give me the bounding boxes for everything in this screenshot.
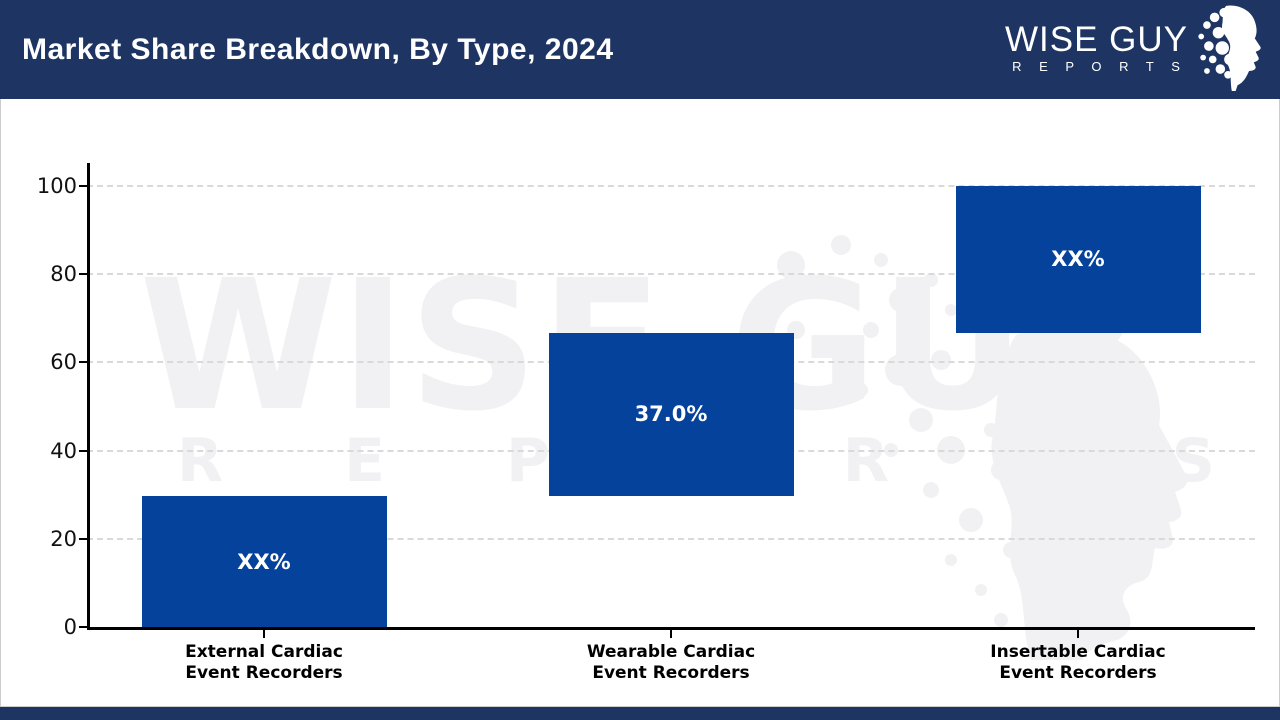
y-tick-label: 0 [63,615,77,639]
bar-value-label: XX% [237,549,291,574]
x-category-label-line: Wearable Cardiac [586,642,756,662]
y-axis-tick [79,361,87,364]
y-axis-line [87,163,90,630]
bar: 37.0% [548,332,794,496]
x-category-label-line: Insertable Cardiac [990,642,1166,662]
bar-value-label: 37.0% [634,402,708,427]
y-tick-label: 100 [36,174,77,198]
gridline [87,273,1255,276]
x-axis-tick [670,630,672,638]
x-category-label: External Cardiac Event Recorders [104,642,424,684]
x-category-label-line: External Cardiac [185,642,343,662]
chart-canvas: WISE GUY R E P O R T S 020406080100XX%Ex… [0,99,1280,707]
y-tick-label: 60 [50,350,77,375]
bar: XX% [141,496,387,627]
x-category-label: Insertable Cardiac Event Recorders [918,642,1238,684]
y-axis-tick [79,449,87,452]
gridline [87,537,1255,540]
y-axis-tick [79,273,87,276]
y-axis-tick [79,626,87,628]
page-title: Market Share Breakdown, By Type, 2024 [22,33,614,66]
logo-name: WISE GUY [1004,19,1188,59]
y-tick-label: 80 [50,262,77,287]
x-axis-tick [263,630,265,638]
footer-bar [0,707,1280,720]
x-category-label-line: Event Recorders [592,663,750,683]
bar: XX% [955,186,1201,333]
y-axis-tick [79,185,87,187]
gridline [87,185,1255,187]
x-category-label-line: Event Recorders [185,663,343,683]
x-category-label: Wearable Cardiac Event Recorders [511,642,831,684]
logo-head-icon [1198,5,1261,92]
header-bar: Market Share Breakdown, By Type, 2024 WI… [0,0,1280,99]
y-axis-tick [79,537,87,540]
x-axis-line [87,627,1255,630]
bar-value-label: XX% [1051,247,1105,272]
y-tick-label: 20 [50,526,77,551]
logo-text: WISE GUY R E P O R T S [1004,19,1188,75]
y-tick-label: 40 [50,438,77,463]
logo: WISE GUY R E P O R T S [1005,4,1266,92]
x-axis-tick [1077,630,1079,638]
x-category-label-line: Event Recorders [999,663,1157,683]
watermark-head-icon [760,235,1188,660]
logo-subtitle: R E P O R T S [1012,59,1187,75]
